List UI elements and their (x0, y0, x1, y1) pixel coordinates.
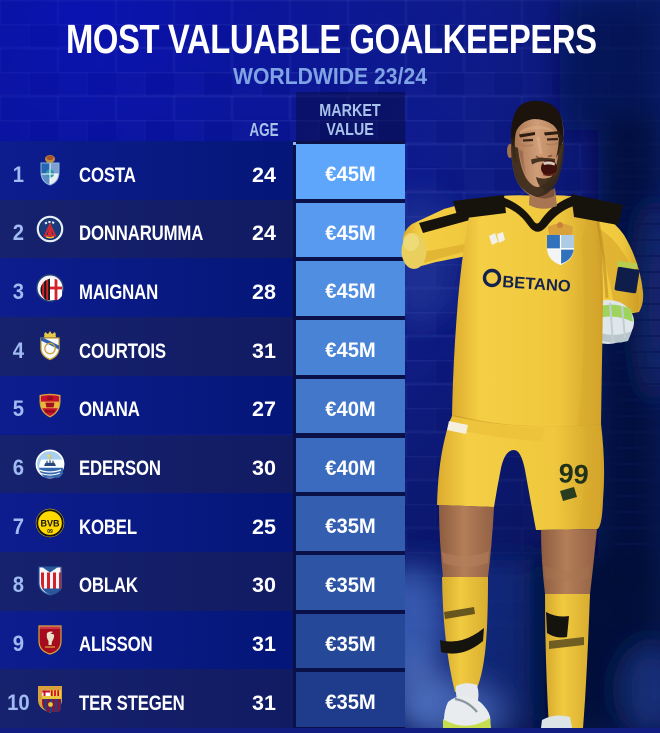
svg-text:09: 09 (47, 529, 53, 535)
svg-text:BVB: BVB (40, 518, 60, 528)
svg-text:BETANO: BETANO (502, 273, 572, 296)
svg-text:99: 99 (558, 458, 590, 490)
